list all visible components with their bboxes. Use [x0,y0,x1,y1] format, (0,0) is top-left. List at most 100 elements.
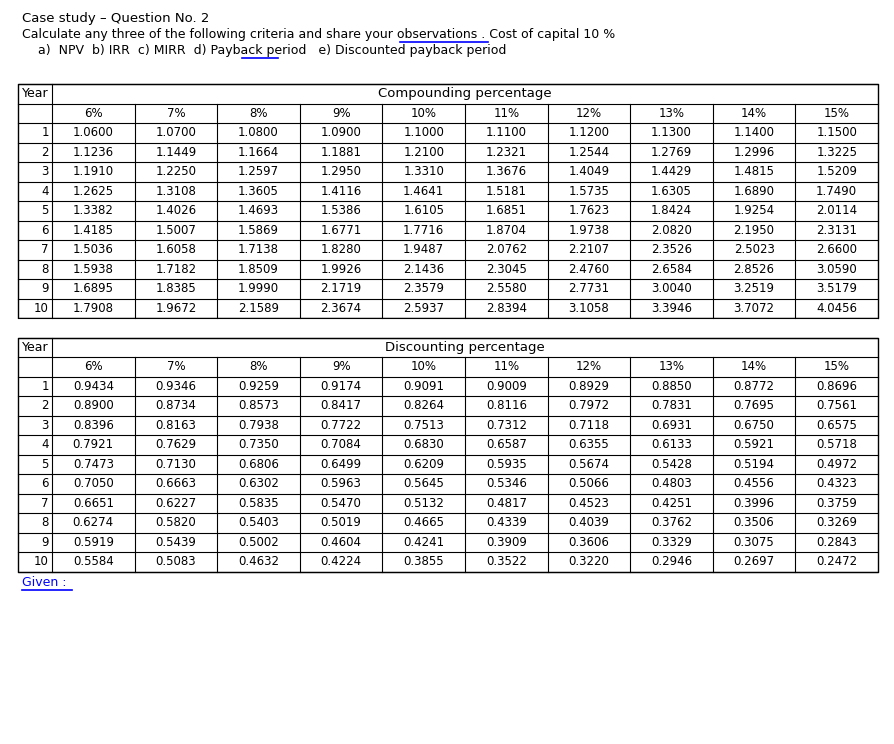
Text: 0.6830: 0.6830 [403,438,444,452]
Text: 0.5963: 0.5963 [321,477,361,490]
Text: 0.4556: 0.4556 [734,477,774,490]
Text: 1.2597: 1.2597 [238,165,279,179]
Text: 1.4641: 1.4641 [403,185,444,198]
Text: 12%: 12% [576,106,602,120]
Text: 1.5869: 1.5869 [238,224,279,237]
Text: 2.3579: 2.3579 [403,282,444,295]
Text: 0.3506: 0.3506 [734,516,774,529]
Text: 0.6209: 0.6209 [403,458,444,471]
Text: 0.7722: 0.7722 [321,419,362,432]
Text: 0.6499: 0.6499 [321,458,362,471]
Text: 6: 6 [41,477,49,490]
Text: 5: 5 [42,205,49,217]
Text: 15%: 15% [823,360,849,373]
Text: 4: 4 [41,438,49,452]
Text: 0.6355: 0.6355 [569,438,610,452]
Text: 1.3605: 1.3605 [238,185,279,198]
Text: 0.4241: 0.4241 [403,536,444,549]
Text: 1.1500: 1.1500 [816,126,857,139]
Text: 6%: 6% [84,360,103,373]
Text: 0.7629: 0.7629 [156,438,197,452]
Text: 0.5194: 0.5194 [734,458,774,471]
Text: 1.9254: 1.9254 [734,205,775,217]
Text: 0.4323: 0.4323 [816,477,857,490]
Text: 2.8526: 2.8526 [734,263,774,276]
Text: 0.9259: 0.9259 [238,379,279,393]
Text: 1.2321: 1.2321 [485,146,527,158]
Text: 0.6274: 0.6274 [72,516,114,529]
Text: 0.7130: 0.7130 [156,458,197,471]
Text: 2.0114: 2.0114 [816,205,857,217]
Text: 3.5179: 3.5179 [816,282,857,295]
Text: 6%: 6% [84,106,103,120]
Text: 2.1589: 2.1589 [238,302,279,315]
Text: 1.0800: 1.0800 [238,126,279,139]
Text: 0.4665: 0.4665 [403,516,444,529]
Text: 1.5007: 1.5007 [156,224,197,237]
Text: 2: 2 [41,400,49,412]
Text: 2.3526: 2.3526 [651,243,692,256]
Text: 0.2946: 0.2946 [651,555,692,568]
Text: 1.2250: 1.2250 [156,165,197,179]
Text: 1.7908: 1.7908 [72,302,114,315]
Text: 1.2625: 1.2625 [72,185,114,198]
Text: 1.8704: 1.8704 [485,224,527,237]
Text: Calculate any three of the following criteria and share your observations . Cost: Calculate any three of the following cri… [22,28,615,41]
Text: 1.3310: 1.3310 [403,165,444,179]
Text: 9%: 9% [332,106,350,120]
Text: 0.4339: 0.4339 [485,516,527,529]
Text: 2.1950: 2.1950 [734,224,774,237]
Text: 0.9174: 0.9174 [321,379,362,393]
Text: 0.9434: 0.9434 [72,379,114,393]
Text: 1.1881: 1.1881 [321,146,361,158]
Text: 0.8396: 0.8396 [73,419,114,432]
Text: 2.3045: 2.3045 [485,263,527,276]
Text: 5: 5 [42,458,49,471]
Text: 2.6584: 2.6584 [651,263,692,276]
Text: 6: 6 [41,224,49,237]
Text: 1.6890: 1.6890 [734,185,774,198]
Text: 4: 4 [41,185,49,198]
Text: 0.2697: 0.2697 [734,555,775,568]
Text: 8%: 8% [249,360,267,373]
Text: 3.0040: 3.0040 [651,282,692,295]
Text: 1.1236: 1.1236 [72,146,114,158]
Text: 0.8734: 0.8734 [156,400,197,412]
Text: 1.0900: 1.0900 [321,126,361,139]
Text: 0.8264: 0.8264 [403,400,444,412]
Text: 0.3996: 0.3996 [734,497,774,510]
Text: 1.1449: 1.1449 [156,146,197,158]
Text: 1.2544: 1.2544 [569,146,610,158]
Text: 0.7084: 0.7084 [321,438,361,452]
Text: 3.0590: 3.0590 [816,263,857,276]
Text: 1.4185: 1.4185 [72,224,114,237]
Text: 0.3329: 0.3329 [651,536,692,549]
Text: 0.5718: 0.5718 [816,438,857,452]
Text: 1.9672: 1.9672 [156,302,197,315]
Text: 0.5403: 0.5403 [238,516,279,529]
Text: 7: 7 [41,497,49,510]
Text: 0.6575: 0.6575 [816,419,857,432]
Text: 0.7312: 0.7312 [485,419,527,432]
Text: 0.9009: 0.9009 [485,379,527,393]
Text: 1.0600: 1.0600 [73,126,114,139]
Text: 0.5674: 0.5674 [569,458,610,471]
Text: 0.6133: 0.6133 [651,438,692,452]
Text: 1.2950: 1.2950 [321,165,361,179]
Text: 1.4815: 1.4815 [734,165,774,179]
Text: 1.3225: 1.3225 [816,146,857,158]
Text: 1.5938: 1.5938 [73,263,114,276]
Text: 8: 8 [42,263,49,276]
Text: 9: 9 [41,282,49,295]
Text: 0.8417: 0.8417 [321,400,361,412]
Text: 0.7921: 0.7921 [72,438,114,452]
Text: 1.1100: 1.1100 [485,126,527,139]
Text: 0.5584: 0.5584 [73,555,114,568]
Text: 0.5002: 0.5002 [238,536,279,549]
Text: 1.4026: 1.4026 [156,205,197,217]
Text: 0.7972: 0.7972 [569,400,610,412]
Text: 0.8772: 0.8772 [734,379,774,393]
Text: 0.7561: 0.7561 [816,400,857,412]
Text: 1.6305: 1.6305 [651,185,692,198]
Text: 2.0820: 2.0820 [651,224,692,237]
